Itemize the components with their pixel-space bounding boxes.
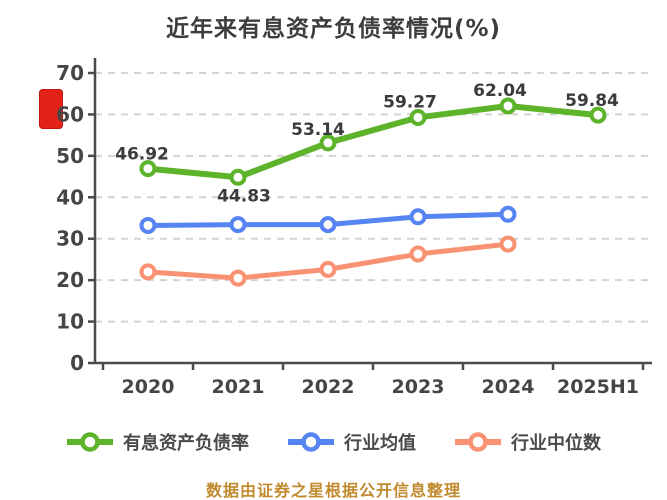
data-point: [229, 269, 247, 287]
series-line: [145, 102, 601, 181]
legend-item-series1: 有息资产负债率: [66, 429, 249, 455]
data-point: [409, 208, 427, 226]
x-tick-label: 2022: [302, 376, 355, 398]
x-tick-label: 2025H1: [557, 376, 639, 398]
chart-title: 近年来有息资产负债率情况(%): [165, 16, 502, 42]
x-tick-label: 2023: [392, 376, 445, 398]
red-stamp-icon: [39, 89, 63, 129]
legend-marker-icon: [455, 432, 501, 452]
source-note: 数据由证券之星根据公开信息整理: [205, 481, 461, 500]
data-label: 46.92: [115, 145, 169, 165]
data-point: [229, 216, 247, 234]
y-tick-label: 60: [56, 102, 84, 126]
data-point: [409, 108, 427, 126]
y-tick-label: 10: [56, 310, 84, 334]
data-point: [319, 134, 337, 152]
data-point: [499, 235, 517, 253]
y-tick-label: 20: [56, 268, 84, 292]
legend-item-series3: 行业中位数: [454, 429, 601, 455]
y-tick-label: 30: [56, 227, 84, 251]
data-point: [139, 216, 157, 234]
x-tick-label: 2024: [482, 376, 535, 398]
y-tick-label: 50: [56, 144, 84, 168]
data-point: [229, 168, 247, 186]
data-label: 62.04: [473, 81, 527, 101]
legend-label: 行业中位数: [511, 433, 601, 454]
data-point: [139, 160, 157, 178]
y-tick-label: 0: [70, 351, 84, 375]
data-point: [139, 263, 157, 281]
legend-label: 有息资产负债率: [123, 433, 249, 454]
data-label: 53.14: [291, 120, 345, 140]
data-point: [319, 260, 337, 278]
legend-marker-icon: [67, 432, 113, 452]
legend-label: 行业均值: [344, 433, 416, 454]
y-tick-label: 40: [56, 185, 84, 209]
legend-marker-icon: [288, 432, 334, 452]
data-point: [499, 97, 517, 115]
data-point: [409, 245, 427, 263]
data-point: [589, 106, 607, 124]
data-label: 44.83: [217, 186, 271, 206]
x-tick-label: 2020: [122, 376, 175, 398]
data-point: [499, 205, 517, 223]
legend-item-series2: 行业均值: [287, 429, 416, 455]
chart-legend: 有息资产负债率 行业均值 行业中位数: [0, 429, 667, 455]
y-tick-label: 70: [56, 61, 84, 85]
x-tick-label: 2021: [212, 376, 265, 398]
line-chart-plot: 0 10 20 30 40 50 60 70 2020 2021 2022 2023 2024 2025H…: [56, 58, 652, 398]
data-label: 59.27: [383, 92, 437, 112]
data-label: 59.84: [565, 91, 619, 111]
data-point: [319, 216, 337, 234]
